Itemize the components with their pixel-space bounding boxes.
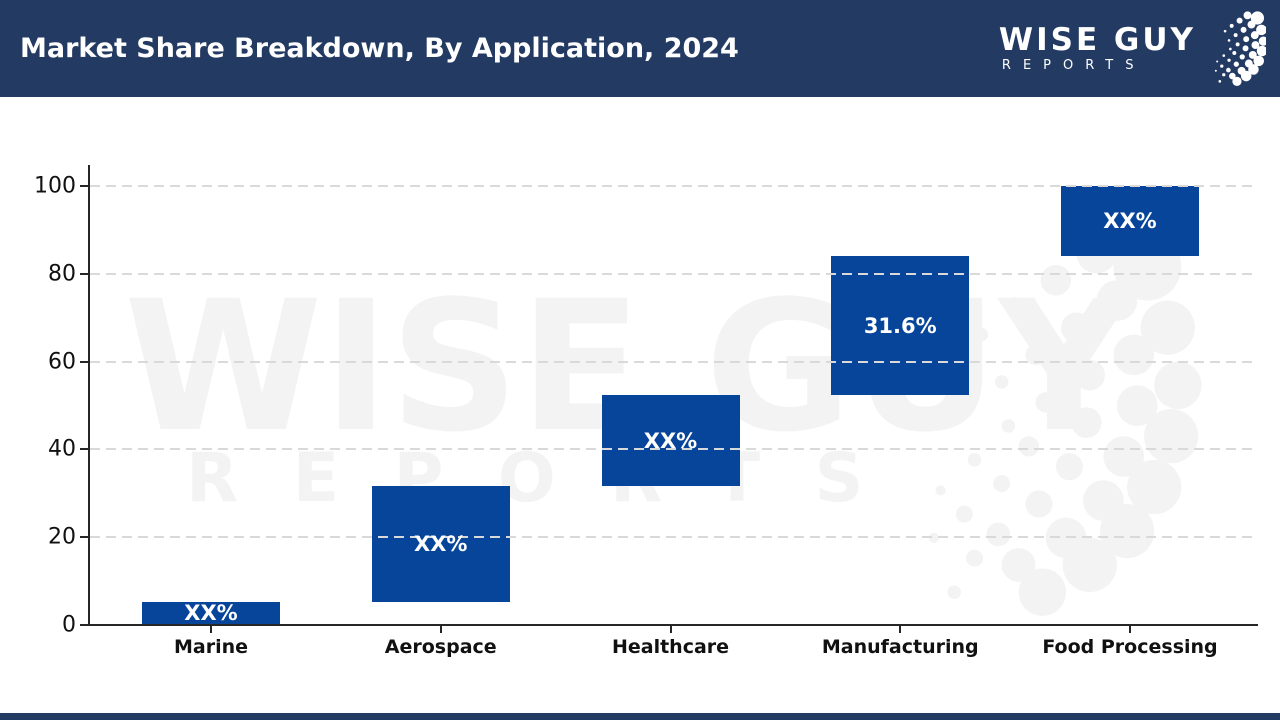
watermark-subtext: REPORTS — [186, 439, 918, 518]
header-bar: Market Share Breakdown, By Application, … — [0, 0, 1280, 97]
bar — [831, 256, 970, 395]
x-category-label: Food Processing — [1042, 636, 1218, 658]
bar-value-label: 31.6% — [863, 313, 937, 338]
bar — [601, 394, 740, 487]
y-tick-mark — [80, 360, 88, 363]
x-category-label: Aerospace — [384, 636, 497, 658]
bar-value-label: XX% — [1103, 209, 1157, 234]
gridline — [90, 272, 1258, 275]
y-tick-label: 60 — [48, 349, 76, 375]
y-tick-mark — [80, 185, 88, 187]
logo-subtext: REPORTS — [1001, 57, 1146, 73]
y-tick-label: 80 — [48, 261, 76, 287]
footer-bar — [0, 713, 1280, 720]
y-tick-mark — [80, 448, 88, 451]
x-category-label: Marine — [173, 636, 249, 658]
gridline — [90, 185, 1258, 187]
bar-value-label: XX% — [184, 601, 238, 626]
y-axis-line — [88, 165, 90, 626]
chart-title: Market Share Breakdown, By Application, … — [20, 33, 739, 64]
bar — [1061, 186, 1199, 257]
bar-value-label: XX% — [414, 531, 468, 556]
y-tick-mark — [80, 272, 88, 275]
gridline — [90, 448, 1258, 451]
y-tick-label: 40 — [48, 436, 76, 462]
y-tick-mark — [80, 624, 88, 626]
gridline — [90, 360, 1258, 363]
y-tick-label: 0 — [62, 612, 76, 638]
y-tick-label: 20 — [48, 524, 76, 550]
dotted-head-icon — [1214, 10, 1266, 86]
logo-wordmark: WISE GUY — [998, 22, 1196, 59]
y-tick-mark — [80, 536, 88, 539]
gridline — [90, 536, 1258, 539]
x-axis-line — [88, 624, 1258, 626]
x-category-label: Healthcare — [611, 636, 730, 658]
x-tick-mark — [439, 626, 442, 633]
x-category-label: Manufacturing — [821, 636, 979, 658]
bar — [142, 601, 280, 625]
brand-logo: WISE GUY REPORTS — [999, 10, 1266, 88]
x-tick-mark — [669, 626, 672, 633]
bar — [371, 486, 510, 602]
bar-value-label: XX% — [643, 428, 698, 453]
y-tick-label: 100 — [34, 173, 76, 199]
brand-logo-text: WISE GUY REPORTS — [999, 24, 1196, 73]
x-tick-mark — [210, 626, 212, 633]
x-tick-mark — [899, 626, 902, 633]
x-tick-mark — [1129, 626, 1131, 633]
